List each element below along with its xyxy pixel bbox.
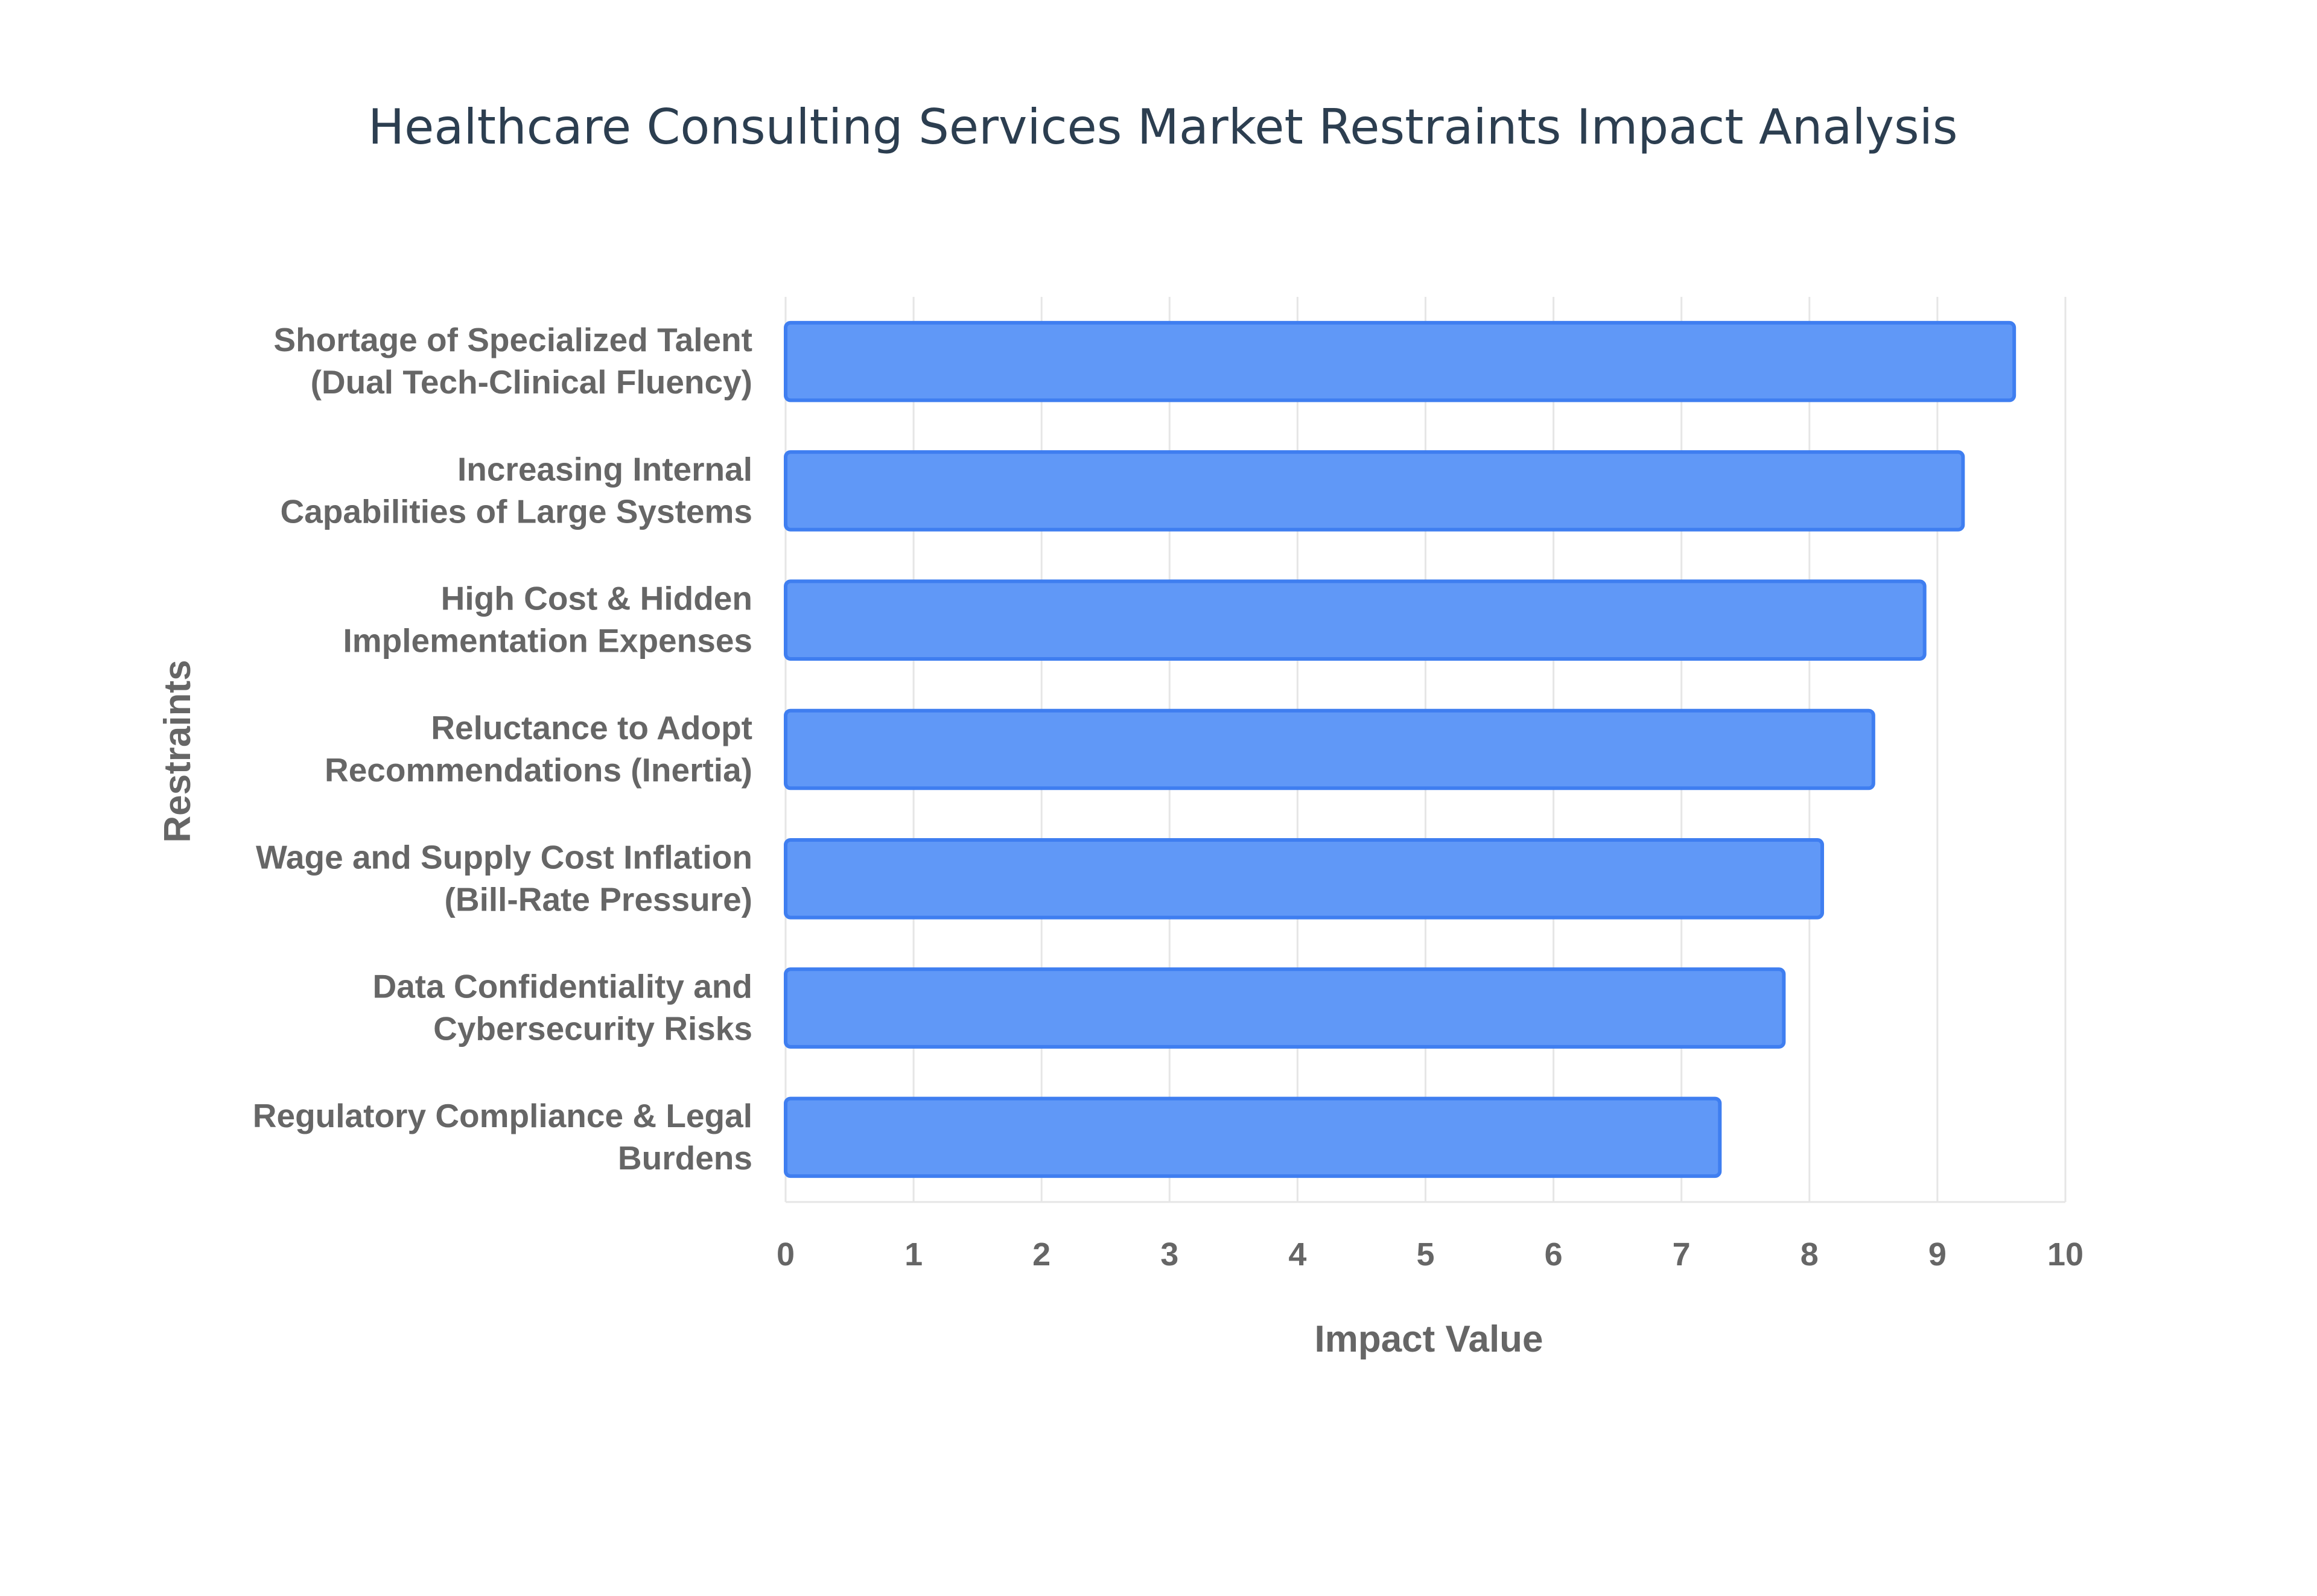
x-tick-label: 7 [1673,1236,1691,1273]
x-tick-label: 3 [1160,1236,1178,1273]
x-tick-label: 1 [904,1236,923,1273]
bars [784,320,2017,1178]
category-label: Increasing Internal Capabilities of Large… [281,450,753,530]
x-tick-label: 0 [777,1236,795,1273]
category-label: Data Confidentiality and Cybersecurity Ri… [373,968,753,1048]
x-axis-title: Impact Value [1314,1318,1543,1360]
x-tick-label: 10 [2047,1236,2083,1273]
y-axis-title: Restraints [157,660,199,842]
x-axis-tick-labels: 0 1 2 3 4 5 6 7 8 9 10 [777,1236,2083,1273]
bar[interactable] [784,1096,1722,1178]
bar[interactable] [784,320,2017,402]
x-tick-label: 4 [1288,1236,1306,1273]
bar[interactable] [784,967,1786,1049]
chart-title: Healthcare Consulting Services Market Re… [368,99,1958,155]
bar[interactable] [784,838,1825,920]
bar[interactable] [784,579,1927,661]
x-tick-label: 5 [1416,1236,1434,1273]
bar[interactable] [784,450,1965,532]
category-label: Wage and Supply Cost Inflation (Bill-Rate… [256,838,752,918]
x-tick-label: 2 [1032,1236,1050,1273]
category-label: Reluctance to Adopt Recommendations (Iner… [325,709,752,789]
bar[interactable] [784,708,1875,790]
category-label: Shortage of Specialized Talent (Dual Tech… [273,321,752,401]
x-tick-label: 9 [1928,1236,1947,1273]
category-labels: Shortage of Specialized Talent (Dual Tech… [253,321,752,1177]
category-label: Regulatory Compliance & Legal Burdens [253,1097,752,1177]
x-tick-label: 6 [1545,1236,1563,1273]
x-tick-label: 8 [1801,1236,1819,1273]
category-label: High Cost & Hidden Implementation Expense… [343,580,752,660]
